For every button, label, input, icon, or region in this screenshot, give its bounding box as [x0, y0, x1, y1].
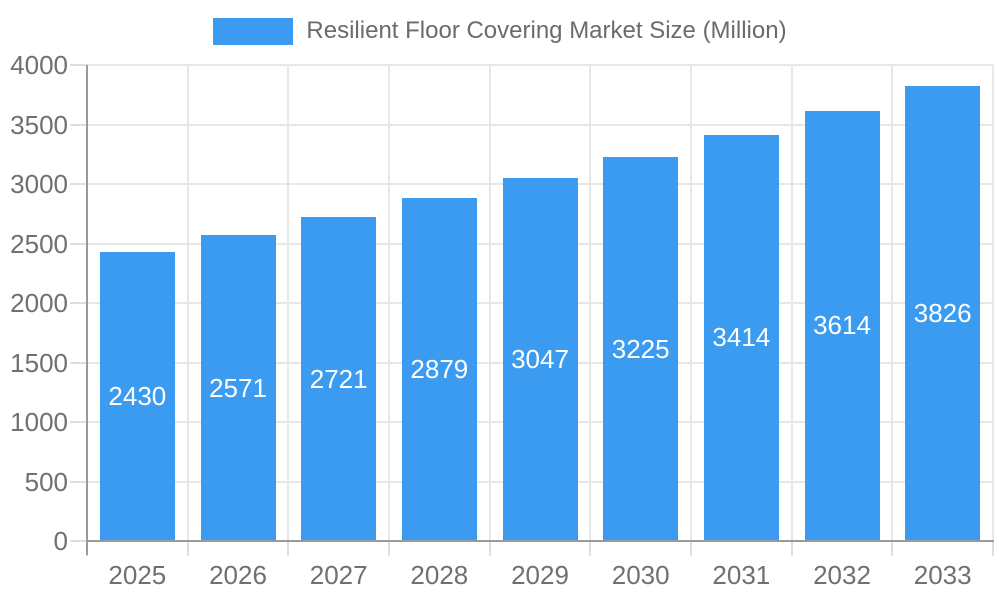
y-tick: [70, 540, 87, 542]
bar-2031[interactable]: 3414: [703, 134, 779, 541]
x-axis-label: 2033: [913, 560, 972, 590]
y-axis-label: 3500: [10, 109, 68, 140]
y-axis-label: 0: [53, 526, 68, 556]
y-axis-label: 1500: [10, 347, 68, 378]
bar-2026[interactable]: 2571: [200, 235, 276, 541]
x-tick: [690, 541, 692, 556]
y-tick: [70, 302, 87, 304]
h-gridline: [87, 123, 993, 126]
y-tick: [70, 480, 87, 483]
bar-2032[interactable]: 3614: [804, 110, 880, 541]
y-tick: [70, 123, 87, 126]
bar-value-label: 2430: [108, 380, 167, 411]
y-tick: [70, 183, 87, 185]
bar-2030[interactable]: 3225: [603, 157, 679, 541]
x-axis-label: 2025: [108, 560, 167, 590]
x-axis-label: 2029: [511, 560, 569, 590]
x-axis-label: 2031: [712, 560, 771, 590]
bar-value-label: 3614: [813, 310, 871, 341]
y-axis-label: 2500: [10, 228, 68, 259]
bar-value-label: 2571: [209, 372, 267, 403]
bar-2028[interactable]: 2879: [401, 198, 477, 541]
y-tick: [70, 64, 87, 66]
x-tick: [589, 541, 592, 556]
y-axis-label: 4000: [10, 50, 68, 80]
y-axis-label: 500: [24, 466, 68, 497]
legend[interactable]: Resilient Floor Covering Market Size (Mi…: [0, 17, 1000, 45]
v-gridline: [690, 65, 692, 541]
v-gridline: [992, 65, 994, 541]
bar-value-label: 3225: [611, 333, 670, 364]
x-tick: [992, 541, 994, 556]
legend-label: Resilient Floor Covering Market Size (Mi…: [306, 17, 787, 44]
y-tick: [70, 361, 87, 364]
bar-value-label: 2721: [309, 363, 368, 394]
bar-value-label: 3047: [511, 344, 569, 375]
y-axis-label: 2000: [10, 288, 68, 318]
v-gridline: [891, 65, 894, 541]
y-tick: [70, 242, 87, 245]
v-gridline: [488, 65, 491, 541]
x-axis-label: 2026: [209, 560, 267, 590]
bar-value-label: 3414: [712, 322, 771, 353]
v-gridline: [388, 65, 390, 541]
x-axis-line: [86, 540, 994, 542]
x-tick: [488, 541, 491, 556]
y-tick: [70, 421, 87, 423]
x-tick: [891, 541, 894, 556]
bar-2029[interactable]: 3047: [502, 178, 578, 541]
x-axis-label: 2027: [309, 560, 368, 590]
x-tick: [388, 541, 390, 556]
bar-2027[interactable]: 2721: [301, 217, 377, 541]
h-gridline: [87, 64, 993, 66]
v-gridline: [186, 65, 189, 541]
y-axis-line: [86, 65, 88, 555]
bar-2033[interactable]: 3826: [905, 85, 981, 541]
y-axis-label: 1000: [10, 407, 68, 437]
x-tick: [287, 541, 290, 556]
v-gridline: [589, 65, 592, 541]
bar-value-label: 3826: [913, 297, 972, 328]
x-axis-label: 2030: [611, 560, 670, 590]
y-axis-label: 3000: [10, 169, 68, 199]
v-gridline: [287, 65, 290, 541]
x-tick: [186, 541, 189, 556]
x-axis-label: 2032: [813, 560, 871, 590]
bar-value-label: 2879: [410, 354, 469, 385]
x-tick: [790, 541, 793, 556]
x-axis-label: 2028: [410, 560, 469, 590]
v-gridline: [790, 65, 793, 541]
legend-swatch: [213, 17, 294, 45]
bar-2025[interactable]: 2430: [99, 251, 175, 541]
